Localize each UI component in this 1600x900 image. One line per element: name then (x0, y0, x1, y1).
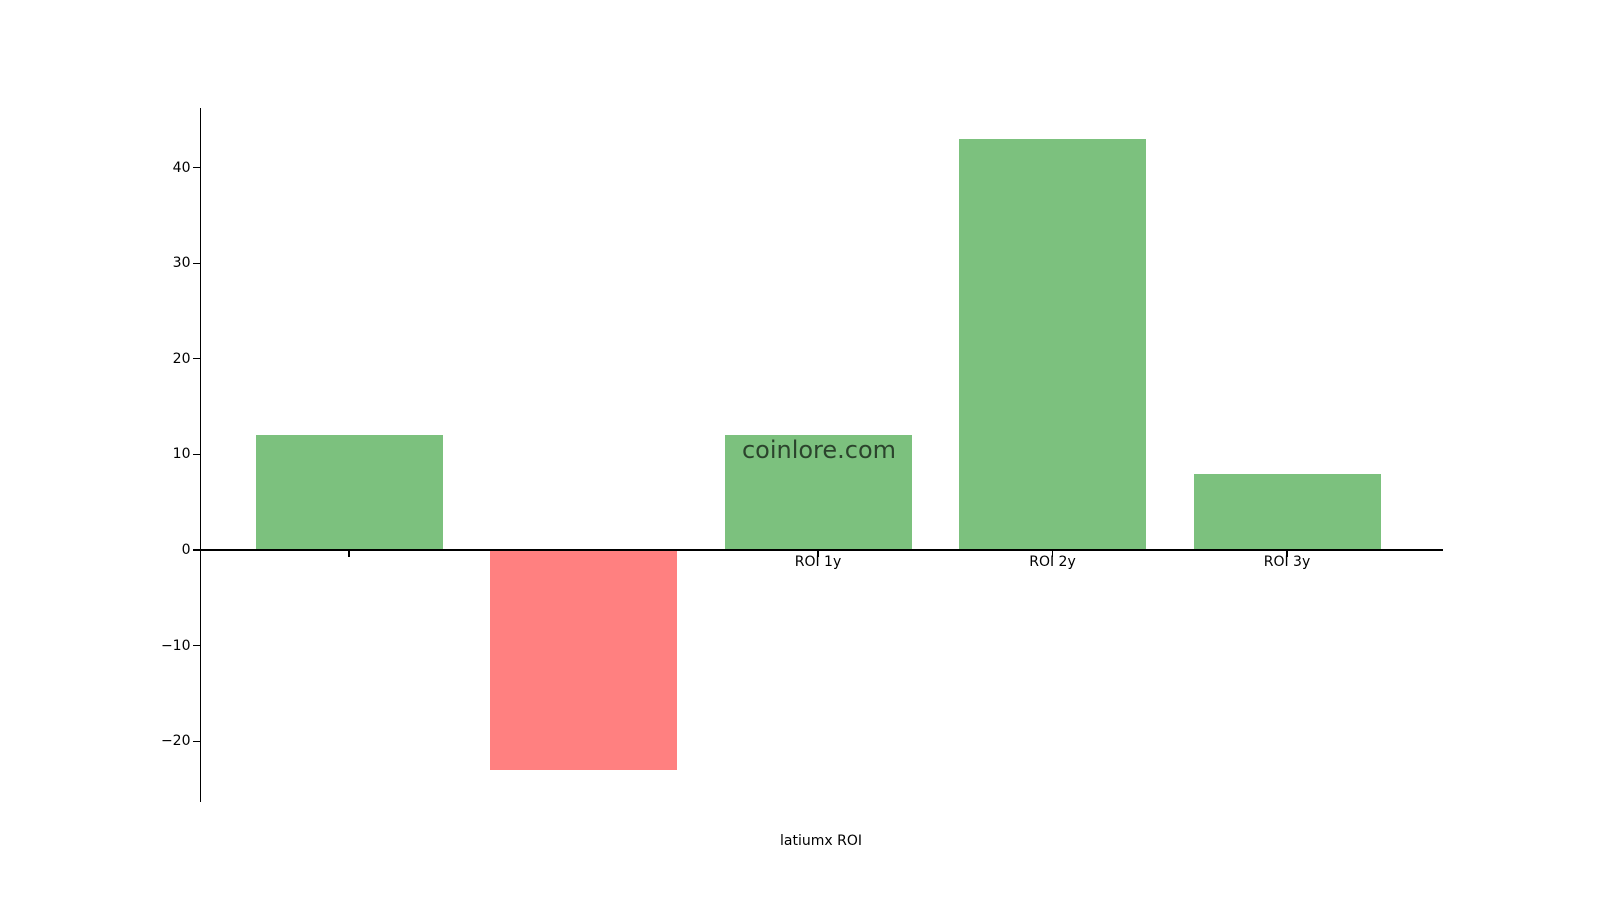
y-axis-tick-label: 0 (181, 542, 191, 558)
y-axis-spine (199, 108, 201, 802)
bar-roi-2y (959, 139, 1146, 550)
bar-roi-1y (724, 435, 912, 550)
x-axis-tick-label: ROI 3y (1263, 554, 1311, 570)
watermark: coinlore.com (741, 436, 897, 464)
y-axis-tick-label: 10 (172, 446, 191, 463)
y-axis-tick (192, 549, 200, 551)
bar-series-1 (490, 550, 677, 770)
y-axis-tick (192, 740, 200, 742)
x-axis-tick (348, 550, 350, 557)
y-axis-tick (192, 262, 200, 264)
bar-series-0 (255, 435, 443, 550)
y-axis-tick-label: −20 (160, 733, 191, 750)
y-axis-tick (192, 167, 200, 169)
y-axis-tick (192, 453, 200, 456)
x-axis-tick-label: ROI 1y (794, 554, 842, 570)
x-axis-zero-line (199, 549, 1443, 551)
y-axis-tick-label: 40 (172, 159, 191, 176)
x-axis-tick (1051, 550, 1054, 557)
y-axis-tick (192, 644, 200, 647)
x-axis-title: latiumx ROI (780, 833, 862, 849)
y-axis-tick-label: 20 (172, 350, 191, 367)
x-axis-tick (817, 550, 819, 557)
x-axis-tick (1286, 550, 1288, 557)
x-axis-tick-label: ROI 2y (1029, 554, 1076, 570)
y-axis-tick-label: 30 (172, 255, 191, 272)
y-axis-tick-label: −10 (160, 637, 191, 654)
y-axis-tick (192, 358, 200, 360)
bar-roi-3y (1193, 473, 1381, 550)
